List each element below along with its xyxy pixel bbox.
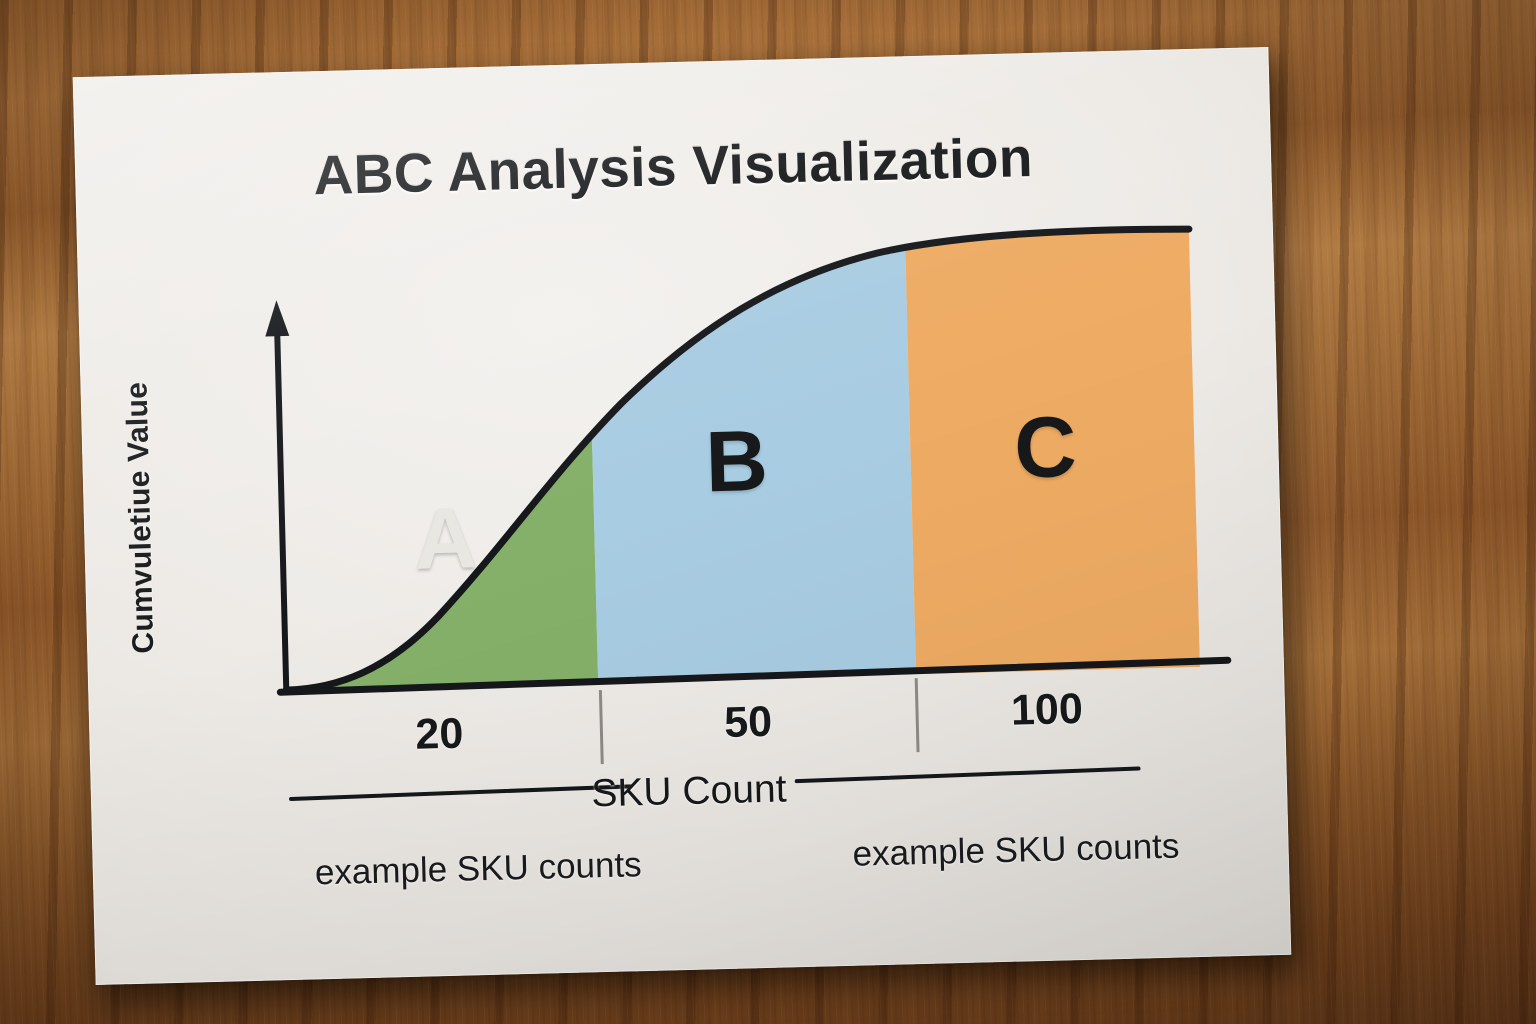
chart-content: ABC Analysis Visualization xyxy=(73,47,1292,985)
paper-sheet: ABC Analysis Visualization xyxy=(72,47,1301,1003)
x-tick-label-100: 100 xyxy=(1010,684,1084,735)
caption-left: example SKU counts xyxy=(314,845,643,893)
xaxis-title-rule-right xyxy=(794,766,1141,784)
x-tick-label-50: 50 xyxy=(723,697,773,747)
zone-label-c: C xyxy=(1013,399,1078,497)
x-tick-label-20: 20 xyxy=(414,709,464,759)
zone-c-area xyxy=(904,228,1200,677)
zone-label-a: A xyxy=(413,490,478,588)
zone-divider-b-c xyxy=(914,678,920,753)
zone-label-b: B xyxy=(704,412,769,511)
x-axis-line xyxy=(276,656,1232,696)
abc-analysis-plot xyxy=(265,225,1232,801)
cumulative-value-curve xyxy=(282,225,1193,694)
zone-divider-a-b xyxy=(598,690,604,765)
caption-right: example SKU counts xyxy=(852,826,1180,874)
y-axis-arrow-icon xyxy=(265,300,290,337)
xaxis-title-rule-left xyxy=(289,784,633,801)
y-axis-line xyxy=(274,327,290,694)
